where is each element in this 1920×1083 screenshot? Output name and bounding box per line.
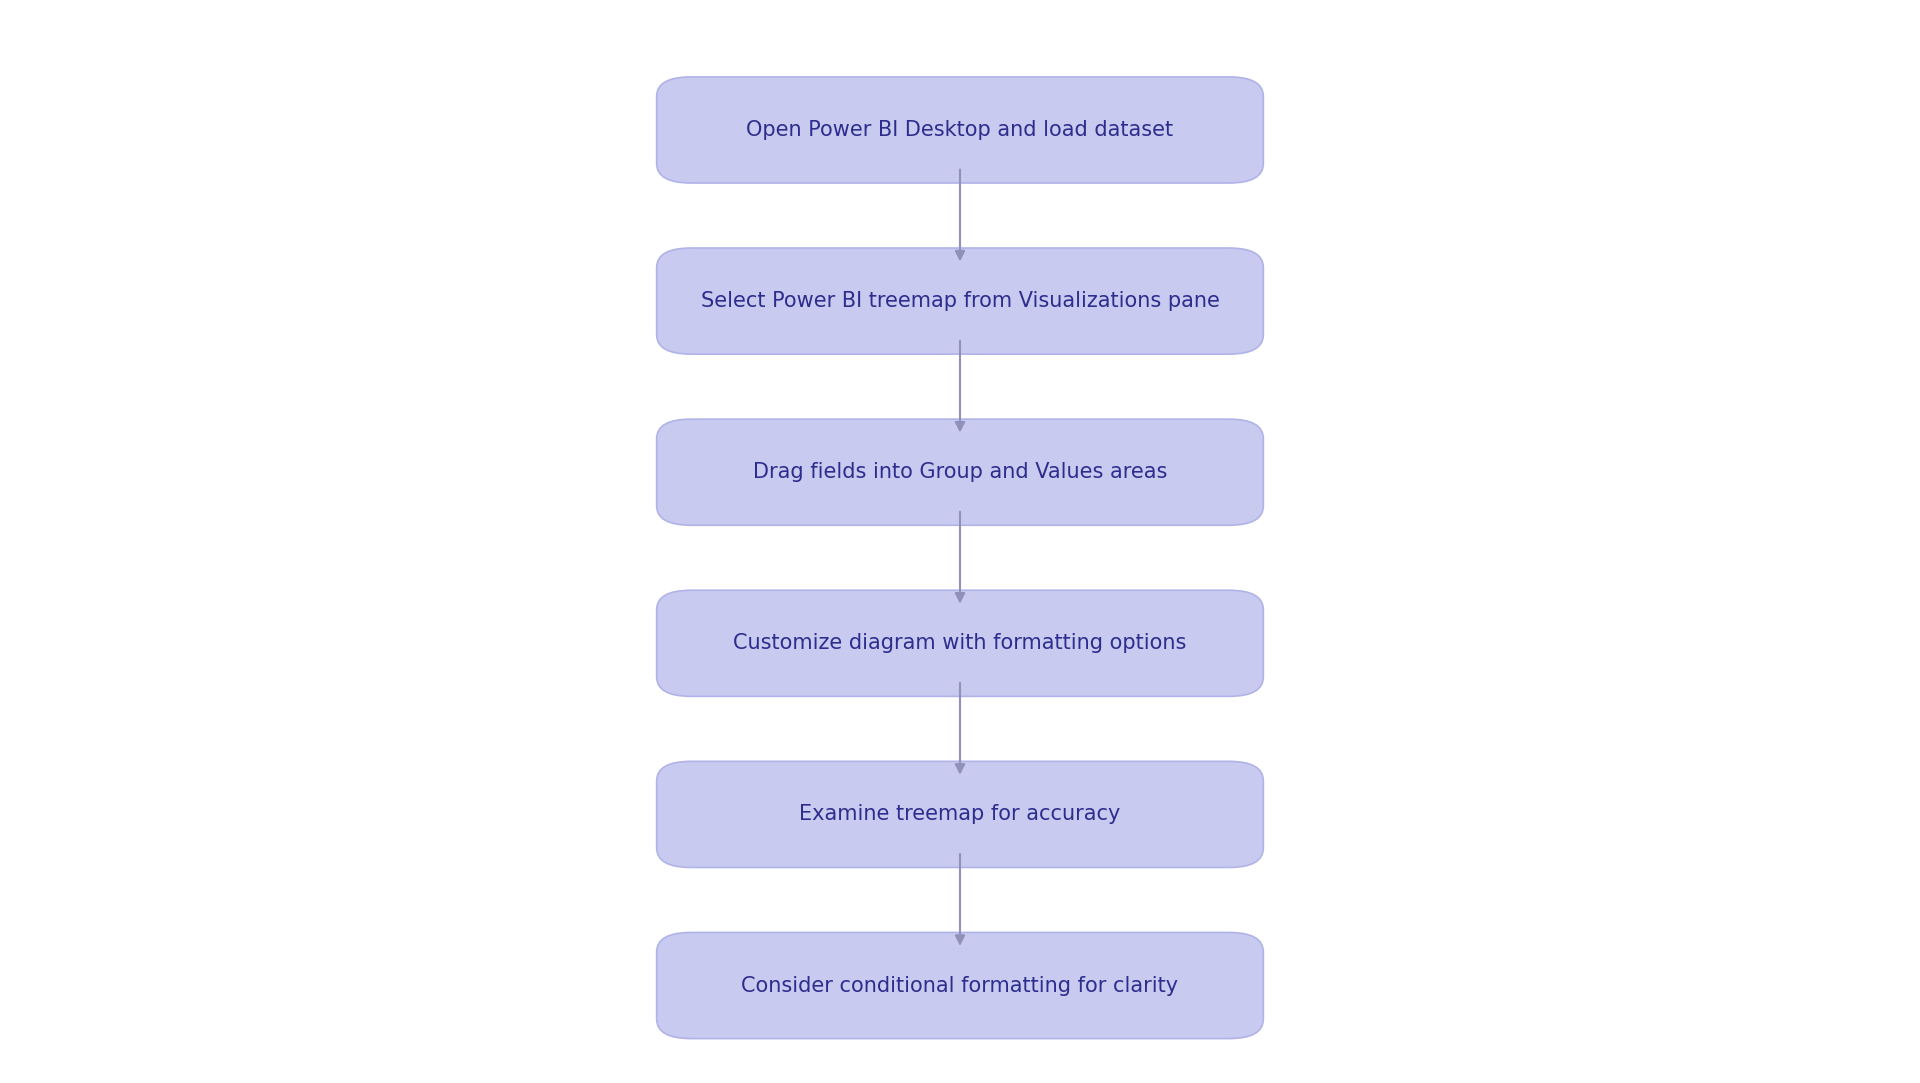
FancyBboxPatch shape <box>657 77 1263 183</box>
Text: Open Power BI Desktop and load dataset: Open Power BI Desktop and load dataset <box>747 120 1173 140</box>
FancyBboxPatch shape <box>657 590 1263 696</box>
FancyBboxPatch shape <box>657 248 1263 354</box>
Text: Drag fields into Group and Values areas: Drag fields into Group and Values areas <box>753 462 1167 482</box>
FancyBboxPatch shape <box>657 932 1263 1039</box>
FancyBboxPatch shape <box>657 419 1263 525</box>
Text: Consider conditional formatting for clarity: Consider conditional formatting for clar… <box>741 976 1179 995</box>
Text: Examine treemap for accuracy: Examine treemap for accuracy <box>799 805 1121 824</box>
Text: Select Power BI treemap from Visualizations pane: Select Power BI treemap from Visualizati… <box>701 291 1219 311</box>
Text: Customize diagram with formatting options: Customize diagram with formatting option… <box>733 634 1187 653</box>
FancyBboxPatch shape <box>657 761 1263 867</box>
